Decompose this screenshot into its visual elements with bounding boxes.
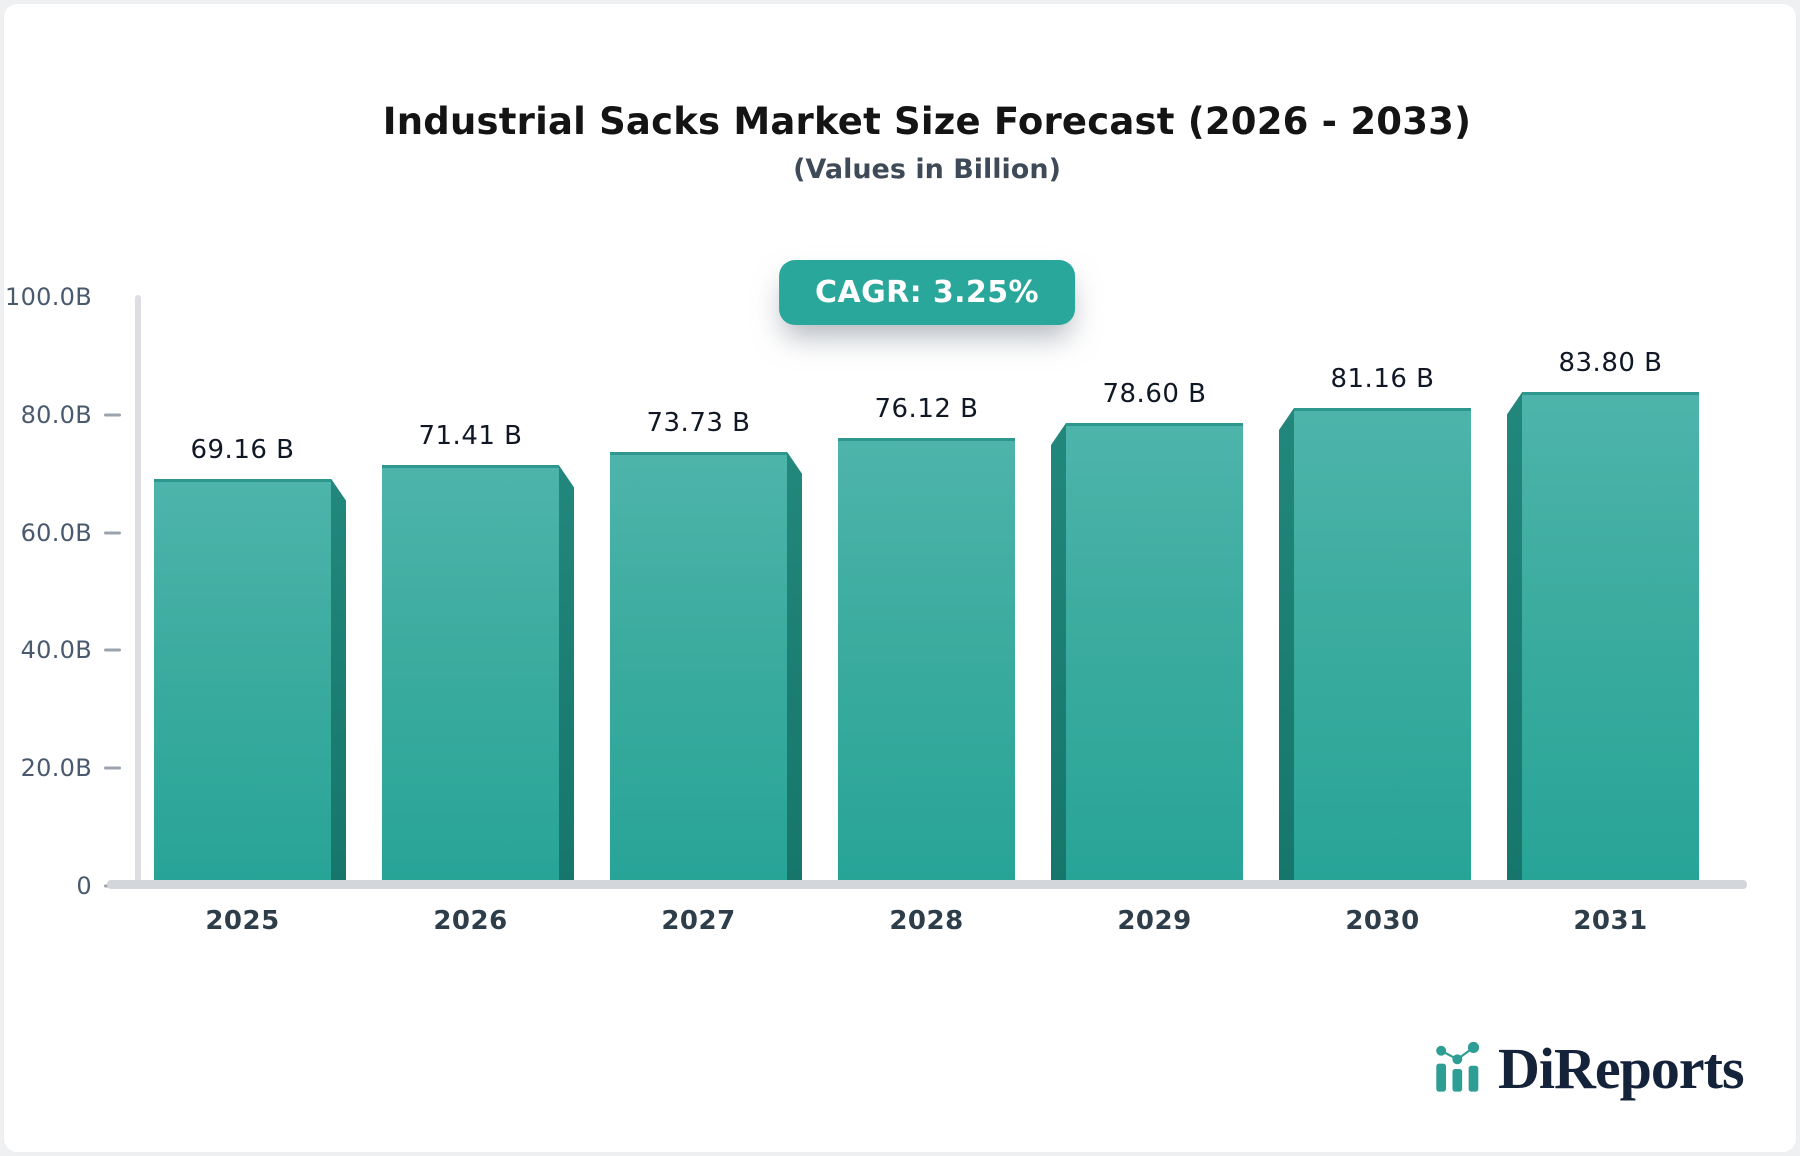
cagr-badge: CAGR: 3.25% <box>779 260 1075 325</box>
bar-2026 <box>382 465 559 886</box>
x-axis-category-label: 2027 <box>661 906 736 936</box>
bar-value-label: 81.16 B <box>1330 363 1435 394</box>
x-axis-category-label: 2029 <box>1117 906 1192 936</box>
bar-2028 <box>838 437 1015 886</box>
bar-3d-side-face <box>787 451 802 886</box>
y-tick-label: 80.0B <box>20 400 92 429</box>
x-axis-category-label: 2031 <box>1573 906 1648 936</box>
x-axis-baseline <box>107 880 1747 889</box>
y-tick-label: 40.0B <box>20 636 92 665</box>
y-tick-dash <box>104 531 121 535</box>
y-tick-label: 20.0B <box>20 754 92 783</box>
y-tick-label: 60.0B <box>20 518 92 547</box>
y-tick-label: 0 <box>76 872 92 900</box>
bar-line-chart-icon <box>1436 1041 1480 1092</box>
x-axis-category-label: 2025 <box>205 906 280 936</box>
bar-value-label: 71.41 B <box>418 421 523 452</box>
bar-2029 <box>1066 423 1243 886</box>
bar-2027 <box>610 451 787 886</box>
bar-value-label: 76.12 B <box>874 393 979 424</box>
bar-2025 <box>154 478 331 886</box>
y-tick-label: 100.0B <box>5 283 92 311</box>
bar-3d-side-face <box>559 465 574 886</box>
bar-value-label: 73.73 B <box>646 407 751 438</box>
y-tick-dash <box>104 766 121 770</box>
bar-3d-side-face <box>1279 407 1294 886</box>
x-axis-category-label: 2030 <box>1345 906 1420 936</box>
y-tick-dash <box>104 648 121 652</box>
chart-subtitle: (Values in Billion) <box>793 154 1061 185</box>
bar-3d-side-face <box>331 478 346 886</box>
x-axis-category-label: 2028 <box>889 906 964 936</box>
bar-value-label: 78.60 B <box>1102 379 1207 410</box>
bar-3d-side-face <box>1051 423 1066 886</box>
logo-text: DiReports <box>1498 1036 1745 1101</box>
bar-2031 <box>1522 392 1699 886</box>
chart-title: Industrial Sacks Market Size Forecast (2… <box>382 100 1472 143</box>
bar-value-label: 69.16 B <box>190 434 295 465</box>
x-axis-category-label: 2026 <box>433 906 508 936</box>
y-axis-line <box>135 295 141 889</box>
y-tick-dash <box>104 413 121 417</box>
bar-2030 <box>1294 407 1471 886</box>
bar-value-label: 83.80 B <box>1558 348 1663 379</box>
bar-chart-plot-area: 100.0B 80.0B 60.0B 40.0B 20.0B 0 69.16 B 2025 71… <box>4 4 1796 1152</box>
direports-logo: DiReports <box>1432 1036 1745 1101</box>
bar-3d-side-face <box>1507 392 1522 886</box>
chart-card: Industrial Sacks Market Size Forecast (2… <box>3 3 1797 1153</box>
